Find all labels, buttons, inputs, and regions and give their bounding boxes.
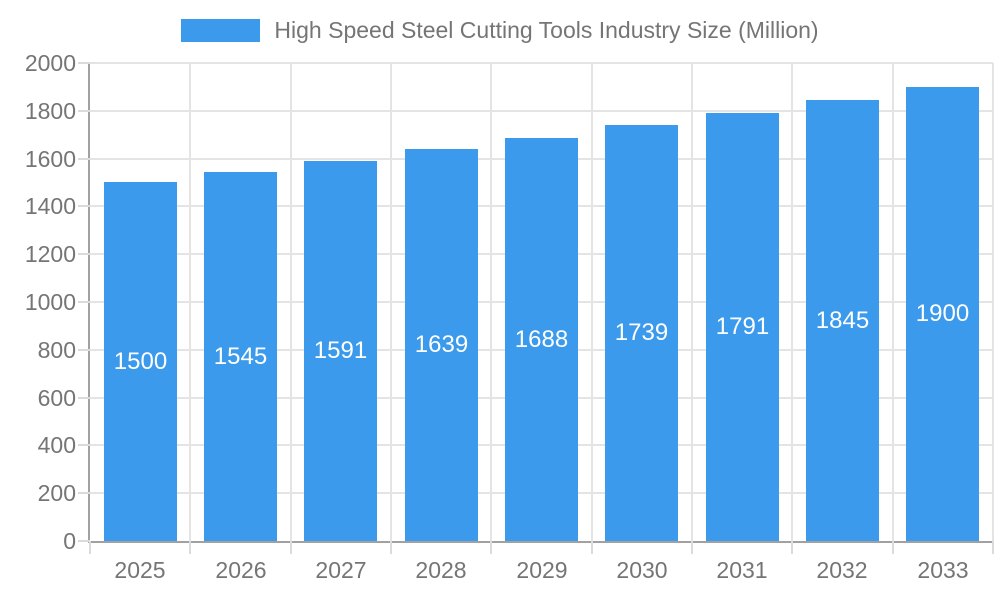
bar-value-label: 1500 [113,347,168,375]
y-axis-tick [78,110,90,112]
bar[interactable]: 1791 [706,113,779,541]
bar[interactable]: 1591 [304,161,377,541]
gridline-vertical [691,63,693,541]
x-axis-label: 2026 [215,557,267,583]
legend-swatch [181,19,261,42]
y-axis-tick [78,492,90,494]
x-axis-label: 2025 [114,557,166,583]
bar-value-label: 1791 [715,313,770,340]
x-axis-label: 2033 [917,557,969,583]
y-axis-label: 1800 [24,98,76,124]
plot-area: 0 200 400 600 800 1000 1200 1400 1600 1800 2000 150… [25,50,994,583]
bar[interactable]: 1545 [204,172,277,541]
x-axis-label: 2032 [816,557,868,583]
bar[interactable]: 1739 [605,125,678,541]
y-axis-label: 800 [37,337,76,363]
x-axis-tick [691,541,693,554]
y-axis-tick [78,158,90,160]
gridline-vertical [992,63,994,541]
x-axis-tick [189,541,191,554]
gridline-vertical [490,63,492,541]
y-axis-label: 600 [37,385,76,411]
y-axis-label: 1200 [24,241,76,267]
y-axis-label: 1400 [24,193,76,219]
bar[interactable]: 1500 [104,182,177,541]
y-axis-tick [78,301,90,303]
bar-value-label: 1639 [414,331,469,358]
x-axis-tick [390,541,392,554]
y-axis-tick [78,253,90,255]
y-axis-tick [78,205,90,207]
gridline-horizontal [90,110,993,112]
bar[interactable]: 1900 [906,87,979,541]
legend[interactable]: High Speed Steel Cutting Tools Industry … [0,17,1000,44]
gridline-vertical [791,63,793,541]
x-axis-label: 2030 [616,557,668,583]
legend-label: High Speed Steel Cutting Tools Industry … [274,17,819,43]
gridline-vertical [591,63,593,541]
y-axis-label: 2000 [24,50,76,76]
y-axis-tick [78,397,90,399]
x-axis-label: 2027 [315,557,367,583]
x-axis-label: 2029 [516,557,568,583]
bar-value-label: 1688 [514,325,569,353]
x-axis-tick [992,541,994,554]
bar-value-label: 1591 [313,337,368,364]
x-axis-tick [791,541,793,554]
bar[interactable]: 1639 [405,149,478,541]
y-axis-tick [78,349,90,351]
bar[interactable]: 1688 [505,138,578,541]
bar-value-label: 1545 [213,342,268,370]
x-axis-tick [89,541,91,554]
bar[interactable]: 1845 [806,100,879,541]
y-axis-tick [78,444,90,446]
x-axis-label: 2028 [415,557,467,583]
y-axis-label: 1000 [24,289,76,315]
y-axis-label: 1600 [24,146,76,172]
x-axis-tick [591,541,593,554]
gridline-vertical [290,63,292,541]
y-axis-label: 0 [63,528,76,554]
bar-value-label: 1845 [815,306,870,334]
gridline-horizontal [90,62,993,64]
gridline-vertical [892,63,894,541]
x-axis-tick [290,541,292,554]
y-axis-tick [78,62,90,64]
y-axis-label: 400 [37,432,76,458]
y-axis-tick [78,540,90,542]
y-axis-label: 200 [37,480,76,506]
gridline-vertical [390,63,392,541]
x-axis-tick [490,541,492,554]
x-axis-tick [892,541,894,554]
bar-value-label: 1739 [614,319,669,346]
x-axis-label: 2031 [716,557,768,583]
bar-value-label: 1900 [915,300,970,327]
gridline-vertical [189,63,191,541]
